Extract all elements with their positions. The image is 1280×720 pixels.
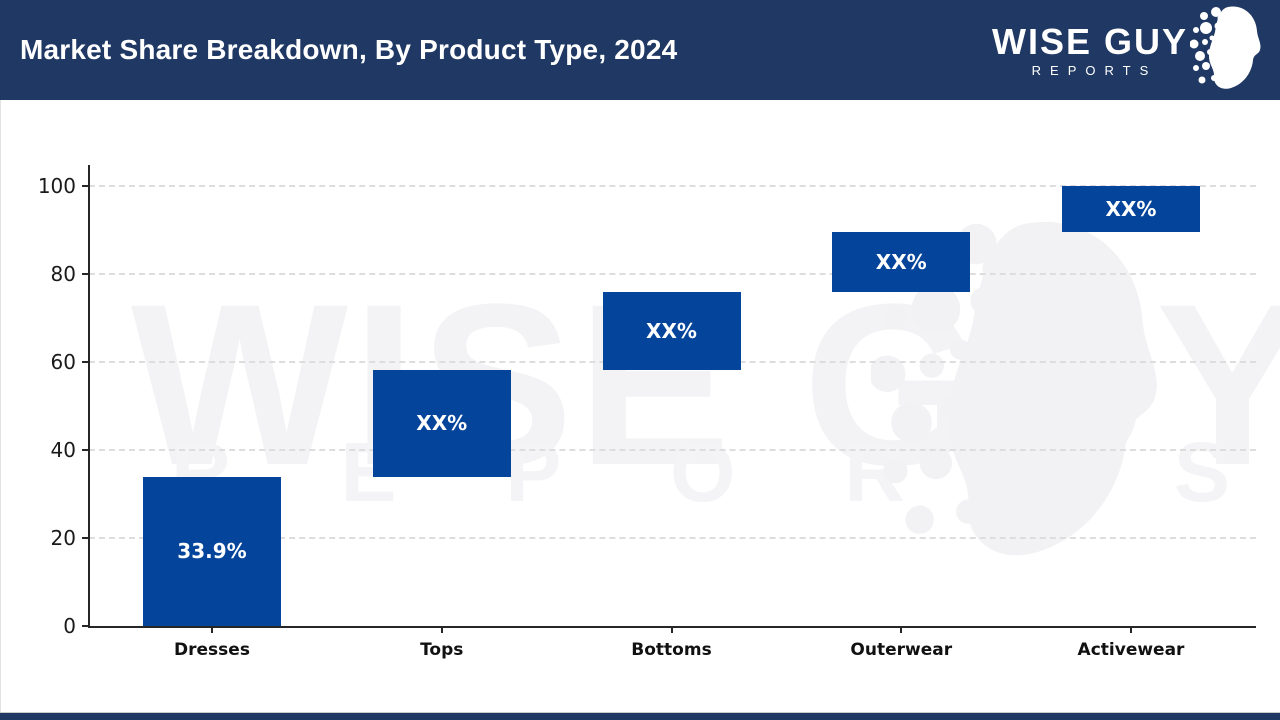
- bar-value-label: XX%: [646, 318, 697, 343]
- category-label-outerwear: Outerwear: [850, 640, 953, 660]
- x-tick-bottoms: [670, 626, 673, 633]
- y-tick-label-40: 40: [50, 438, 76, 462]
- watermark-subtitle: R E P O R T S: [171, 425, 1276, 519]
- bar-tops: XX%: [372, 369, 511, 477]
- bar-outerwear: XX%: [832, 231, 971, 293]
- y-tick-60: [82, 361, 89, 363]
- x-tick-dresses: [211, 626, 213, 633]
- bar-value-label: XX%: [875, 249, 927, 274]
- x-axis: [88, 626, 1256, 628]
- bar-activewear: XX%: [1062, 186, 1200, 232]
- page-title: Market Share Breakdown, By Product Type,…: [20, 34, 678, 65]
- bar-value-label: XX%: [1105, 196, 1157, 221]
- x-tick-outerwear: [900, 626, 903, 633]
- head-profile-icon: [1189, 4, 1264, 96]
- y-tick-100: [82, 185, 89, 187]
- logo-subtitle: REPORTS: [1031, 62, 1158, 78]
- logo-wordmark: WISE GUY: [991, 20, 1188, 62]
- y-axis: [88, 165, 90, 628]
- y-tick-label-0: 0: [63, 614, 76, 638]
- footer-bar: [0, 712, 1280, 720]
- category-label-bottoms: Bottoms: [631, 640, 712, 660]
- bar-bottoms: XX%: [602, 292, 741, 370]
- gridline-40: [89, 449, 1256, 451]
- bar-value-label: 33.9%: [177, 539, 247, 564]
- x-tick-tops: [440, 626, 443, 633]
- bar-dresses: 33.9%: [143, 476, 281, 626]
- gridline-20: [89, 537, 1256, 539]
- y-tick-40: [82, 449, 89, 451]
- y-tick-label-100: 100: [37, 174, 76, 198]
- y-tick-label-80: 80: [50, 262, 76, 286]
- gridline-100: [89, 185, 1256, 187]
- x-tick-activewear: [1130, 626, 1132, 633]
- category-label-activewear: Activewear: [1077, 640, 1185, 660]
- y-tick-label-20: 20: [50, 526, 76, 550]
- header-bar: Market Share Breakdown, By Product Type,…: [0, 0, 1280, 100]
- bar-value-label: XX%: [416, 411, 468, 436]
- y-tick-0: [82, 625, 89, 627]
- y-tick-20: [82, 537, 89, 539]
- category-label-dresses: Dresses: [174, 640, 250, 660]
- y-tick-label-60: 60: [50, 350, 76, 374]
- brand-logo: WISE GUY REPORTS: [992, 4, 1264, 96]
- gridline-80: [89, 273, 1256, 275]
- category-label-tops: Tops: [420, 640, 464, 660]
- chart-area: WISE GUY R E P O R T S 0 20 40 60 80 100 33.9%…: [0, 100, 1280, 712]
- y-tick-80: [82, 273, 89, 275]
